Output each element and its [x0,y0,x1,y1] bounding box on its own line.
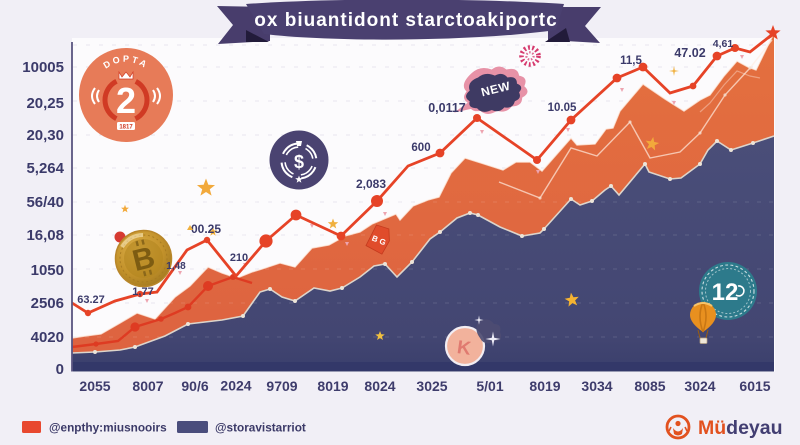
svg-text:1050: 1050 [31,262,64,279]
svg-text:8007: 8007 [132,378,163,394]
svg-text:63.27: 63.27 [77,294,105,306]
svg-text:8085: 8085 [634,378,665,394]
svg-text:2,083: 2,083 [356,177,386,191]
svg-text:3034: 3034 [581,378,612,394]
svg-text:ox biuantidont starctoakiportc: ox biuantidont starctoakiportc [254,10,557,31]
svg-text:5/01: 5/01 [476,378,503,394]
svg-text:47.02: 47.02 [674,46,705,60]
svg-text:8024: 8024 [364,378,395,394]
svg-text:12: 12 [712,279,739,306]
svg-text:10.05: 10.05 [548,102,577,114]
svg-text:2506: 2506 [31,295,64,312]
svg-text:2055: 2055 [79,378,110,394]
svg-text:5,264: 5,264 [26,160,64,177]
svg-text:4,61: 4,61 [713,38,734,50]
svg-text:@storavistarriot: @storavistarriot [215,421,306,435]
svg-text:Müdeyau: Müdeyau [698,417,783,439]
svg-text:8019: 8019 [317,378,348,394]
svg-text:10005: 10005 [22,59,64,76]
svg-text:@enpthy:miusnooirs: @enpthy:miusnooirs [49,421,167,435]
svg-text:00.25: 00.25 [191,222,221,236]
svg-text:1817: 1817 [119,125,133,131]
svg-text:600: 600 [411,142,430,154]
svg-text:2024: 2024 [220,378,251,394]
svg-text:3024: 3024 [684,378,715,394]
svg-text:9709: 9709 [266,378,297,394]
svg-text:20,25: 20,25 [26,95,64,112]
svg-text:2: 2 [116,80,136,121]
svg-text:11,5: 11,5 [620,55,642,67]
svg-text:1,77: 1,77 [132,286,153,298]
svg-text:0,0117: 0,0117 [428,101,466,115]
svg-text:4020: 4020 [31,329,64,346]
svg-text:56/40: 56/40 [26,194,64,211]
svg-text:3025: 3025 [416,378,447,394]
svg-text:0: 0 [56,361,64,378]
svg-text:16,08: 16,08 [26,227,64,244]
svg-text:20,30: 20,30 [26,127,64,144]
svg-text:90/6: 90/6 [181,378,208,394]
svg-text:$: $ [294,152,304,172]
svg-text:1,48: 1,48 [166,261,186,272]
svg-text:210: 210 [230,252,248,264]
svg-text:8019: 8019 [529,378,560,394]
svg-text:6015: 6015 [739,378,770,394]
svg-text:K: K [456,337,473,360]
